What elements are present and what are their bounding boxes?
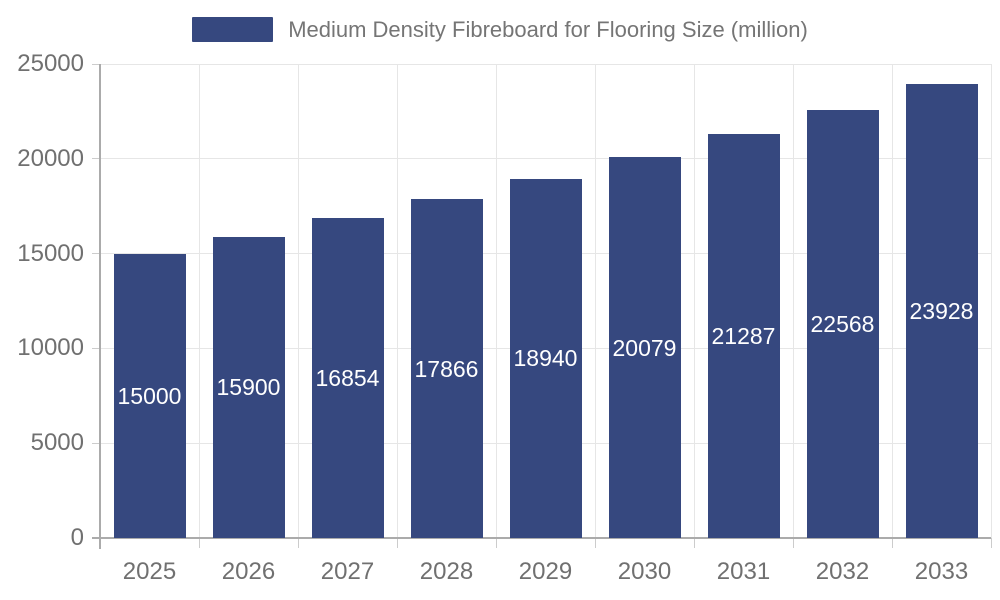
bar-2030 (608, 157, 681, 538)
x-axis-tick-mark (594, 538, 596, 548)
bar-value-label: 16854 (315, 365, 380, 392)
bar-value-label: 23928 (909, 298, 974, 325)
bar-2028 (410, 199, 483, 538)
x-axis-tick-label: 2027 (320, 558, 375, 585)
bar-value-label: 17866 (414, 355, 479, 382)
vertical-gridline (693, 64, 695, 538)
bar-value-label: 15000 (117, 382, 182, 409)
x-axis-tick-mark (396, 538, 398, 548)
bar-value-label: 15900 (216, 374, 281, 401)
x-axis-tick-mark (891, 538, 893, 548)
y-axis-tick-label: 15000 (17, 239, 84, 267)
vertical-gridline (495, 64, 497, 538)
bar-value-label: 20079 (612, 334, 677, 361)
x-axis-tick-label: 2029 (518, 558, 573, 585)
bar-2031 (707, 134, 780, 538)
y-axis-tick-label: 10000 (17, 334, 84, 362)
vertical-gridline (891, 64, 893, 538)
y-axis-tick-mark (92, 442, 100, 444)
horizontal-gridline (100, 158, 991, 160)
x-axis-tick-mark (198, 538, 200, 548)
bar-2033 (905, 84, 978, 538)
vertical-gridline (396, 64, 398, 538)
x-axis-tick-mark (693, 538, 695, 548)
bar-value-label: 21287 (711, 323, 776, 350)
y-axis-tick-label: 5000 (30, 429, 84, 457)
y-axis-tick-mark (92, 253, 100, 255)
legend-swatch (192, 17, 274, 42)
vertical-gridline (297, 64, 299, 538)
vertical-gridline (792, 64, 794, 538)
bar-2029 (509, 178, 582, 538)
bar-2032 (806, 110, 879, 538)
x-axis-tick-label: 2033 (914, 558, 969, 585)
y-axis-line (99, 64, 101, 549)
y-axis-tick-mark (92, 347, 100, 349)
y-axis-tick-mark (92, 158, 100, 160)
y-axis-tick-label: 25000 (17, 50, 84, 77)
bar-value-label: 18940 (513, 345, 578, 372)
horizontal-gridline (100, 63, 991, 65)
y-axis-tick-label: 0 (70, 524, 84, 551)
x-axis-tick-mark (792, 538, 794, 548)
bar-value-label: 22568 (810, 311, 875, 338)
y-axis-tick-mark (92, 63, 100, 65)
x-axis-tick-label: 2025 (122, 558, 177, 585)
x-axis-tick-label: 2032 (815, 558, 870, 585)
bar-2025 (113, 253, 186, 538)
vertical-gridline (198, 64, 200, 538)
y-axis-tick-label: 20000 (17, 144, 84, 172)
x-axis-tick-label: 2030 (617, 558, 672, 585)
x-axis-tick-mark (495, 538, 497, 548)
x-axis-line (92, 537, 991, 539)
vertical-gridline (990, 64, 992, 538)
bar-2026 (212, 236, 285, 538)
x-axis-tick-label: 2031 (716, 558, 771, 585)
x-axis-tick-mark (297, 538, 299, 548)
x-axis-tick-label: 2026 (221, 558, 276, 585)
bar-2027 (311, 218, 384, 538)
legend-title: Medium Density Fibreboard for Flooring S… (288, 17, 808, 42)
x-axis-tick-mark (990, 538, 992, 548)
vertical-gridline (594, 64, 596, 538)
x-axis-tick-label: 2028 (419, 558, 474, 585)
chart-legend[interactable]: Medium Density Fibreboard for Flooring S… (0, 16, 1000, 43)
